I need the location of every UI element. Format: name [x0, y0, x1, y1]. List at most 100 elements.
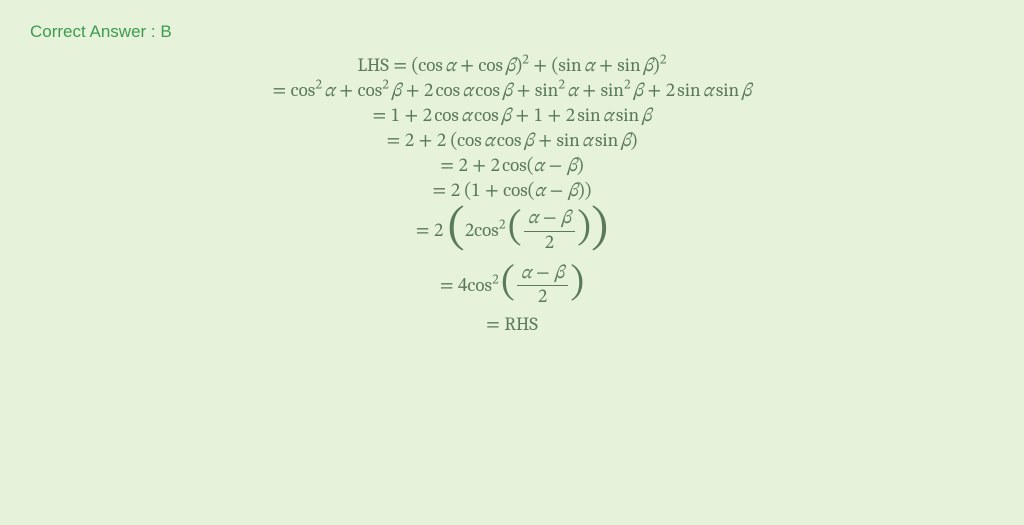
fraction: α − β2 — [524, 209, 575, 254]
cos-op: cos — [457, 129, 482, 151]
const: 2 — [451, 182, 460, 201]
sin-op: sin — [577, 104, 600, 126]
fraction: α − β2 — [517, 264, 568, 309]
sin-op: sin — [601, 79, 624, 101]
cos-op: cos — [434, 104, 459, 126]
plus: + — [529, 57, 552, 76]
beta: β — [643, 57, 653, 76]
sin-op: sin — [617, 54, 640, 76]
exp-2: 2 — [558, 80, 565, 93]
exp-2: 2 — [315, 80, 322, 93]
math-line-2: = cos2α + cos2β + 2cosαcosβ + sin2α + si… — [30, 79, 994, 104]
eq-sign: = — [433, 182, 451, 201]
alpha: α — [567, 82, 578, 101]
const: 2 — [465, 222, 474, 241]
minus: − — [538, 209, 561, 228]
const: 2 + 2 — [458, 157, 499, 176]
exp-2: 2 — [660, 55, 667, 68]
plus-2: + 2 — [401, 82, 433, 101]
alpha: α — [534, 157, 545, 176]
cos-op: cos — [502, 154, 527, 176]
exp-2: 2 — [382, 80, 389, 93]
exp-2: 2 — [492, 274, 499, 287]
correct-answer-letter: B — [160, 22, 171, 41]
math-line-3: = 1 + 2cosαcosβ + 1 + 2sinαsinβ — [30, 104, 994, 129]
cos-op: cos — [474, 219, 499, 241]
lparen: ( — [527, 157, 534, 176]
alpha: α — [534, 182, 545, 201]
alpha: α — [484, 132, 495, 151]
rparen: ) — [578, 182, 585, 201]
plus-2: + 2 — [643, 82, 675, 101]
sin-op: sin — [677, 79, 700, 101]
math-line-7: = 2(2cos2(α − β2)) — [30, 204, 994, 259]
const: 4 — [458, 276, 467, 295]
eq-sign: = — [416, 222, 434, 241]
rparen: ) — [653, 57, 660, 76]
eq-sign: = — [440, 157, 458, 176]
math-line-5: = 2 + 2cos(α − β) — [30, 154, 994, 179]
const: 2 — [434, 222, 443, 241]
const: + 1 + 2 — [511, 107, 575, 126]
alpha: α — [584, 57, 595, 76]
cos-op: cos — [478, 54, 503, 76]
alpha: α — [445, 57, 456, 76]
sin-op: sin — [616, 104, 639, 126]
alpha: α — [603, 107, 614, 126]
const: 1 + 2 — [391, 107, 432, 126]
minus: − — [532, 264, 555, 283]
rhs-label: RHS — [504, 313, 537, 335]
beta: β — [621, 132, 631, 151]
answer-panel: Correct Answer : B LHS = (cosα + cosβ)2 … — [0, 0, 1024, 525]
beta: β — [391, 82, 401, 101]
beta: β — [567, 157, 577, 176]
alpha: α — [521, 264, 532, 283]
beta: β — [502, 82, 512, 101]
beta: β — [554, 264, 564, 283]
exp-2: 2 — [624, 80, 631, 93]
math-line-8: = 4cos2(α − β2) — [30, 259, 994, 314]
plus: + — [534, 132, 557, 151]
math-line-1: LHS = (cosα + cosβ)2 + (sinα + sinβ)2 — [30, 54, 994, 79]
cos-op: cos — [474, 104, 499, 126]
plus: + — [512, 82, 535, 101]
exp-2: 2 — [522, 55, 529, 68]
sin-op: sin — [535, 79, 558, 101]
beta: β — [641, 107, 651, 126]
alpha: α — [582, 132, 593, 151]
plus: + — [335, 82, 358, 101]
rparen: ) — [577, 157, 584, 176]
cos-op: cos — [475, 79, 500, 101]
rparen: ) — [631, 132, 638, 151]
alpha: α — [703, 82, 714, 101]
cos-op: cos — [358, 79, 383, 101]
eq-sign: = — [273, 82, 291, 101]
math-line-4: = 2 + 2(cosαcosβ + sinαsinβ) — [30, 129, 994, 154]
sin-op: sin — [558, 54, 581, 76]
denominator: 2 — [524, 232, 575, 254]
alpha: α — [461, 107, 472, 126]
eq-sign: = — [389, 57, 412, 76]
correct-answer-prefix: Correct Answer : — [30, 22, 160, 41]
minus: − — [545, 182, 568, 201]
eq-sign: = — [486, 316, 504, 335]
beta: β — [633, 82, 643, 101]
plus: + — [595, 57, 618, 76]
cos-op: cos — [467, 273, 492, 295]
sin-op: sin — [716, 79, 739, 101]
eq-sign: = — [440, 276, 458, 295]
math-line-9: = RHS — [30, 313, 994, 338]
plus: + — [578, 82, 601, 101]
beta: β — [524, 132, 534, 151]
beta: β — [561, 209, 571, 228]
beta: β — [501, 107, 511, 126]
beta: β — [741, 82, 751, 101]
sin-op: sin — [556, 129, 579, 151]
const: 2 + 2 — [405, 132, 446, 151]
beta: β — [505, 57, 515, 76]
minus: − — [544, 157, 567, 176]
math-line-6: = 2(1 + cos(α − β)) — [30, 179, 994, 204]
alpha: α — [324, 82, 335, 101]
cos-op: cos — [497, 129, 522, 151]
const: 1 + — [471, 182, 503, 201]
